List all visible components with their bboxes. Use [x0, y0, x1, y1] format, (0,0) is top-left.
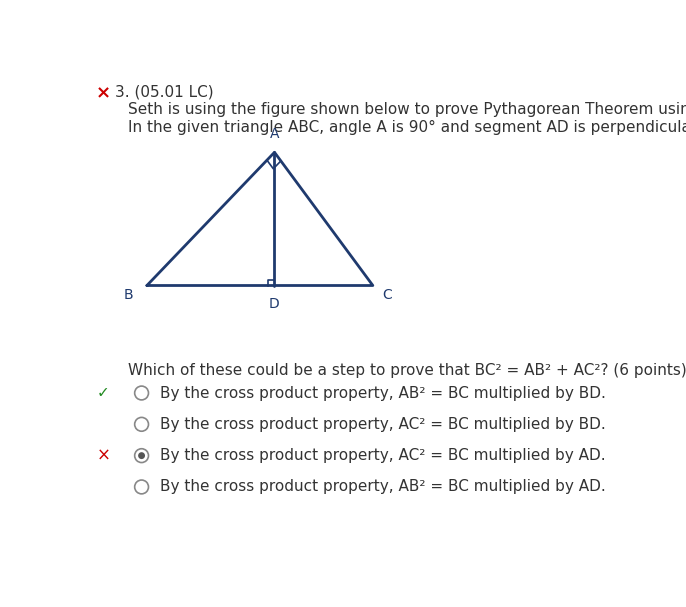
Text: In the given triangle ABC, angle A is 90° and segment AD is perpendicular to seg: In the given triangle ABC, angle A is 90…: [128, 120, 686, 135]
Text: B: B: [124, 288, 134, 302]
Text: Which of these could be a step to prove that BC² = AB² + AC²? (6 points): Which of these could be a step to prove …: [128, 362, 686, 378]
Text: By the cross product property, AC² = BC multiplied by BD.: By the cross product property, AC² = BC …: [160, 417, 606, 432]
Ellipse shape: [138, 452, 145, 459]
Text: ×: ×: [96, 447, 110, 464]
Text: Seth is using the figure shown below to prove Pythagorean Theorem using triangle: Seth is using the figure shown below to …: [128, 102, 686, 117]
Text: A: A: [270, 127, 279, 141]
Text: By the cross product property, AB² = BC multiplied by BD.: By the cross product property, AB² = BC …: [160, 385, 606, 401]
Text: ×: ×: [95, 84, 110, 103]
Text: 3. (05.01 LC): 3. (05.01 LC): [115, 84, 213, 100]
Text: D: D: [269, 297, 280, 311]
Text: ✓: ✓: [97, 385, 110, 401]
Text: C: C: [382, 288, 392, 302]
Text: By the cross product property, AB² = BC multiplied by AD.: By the cross product property, AB² = BC …: [160, 480, 606, 495]
Text: By the cross product property, AC² = BC multiplied by AD.: By the cross product property, AC² = BC …: [160, 448, 606, 463]
